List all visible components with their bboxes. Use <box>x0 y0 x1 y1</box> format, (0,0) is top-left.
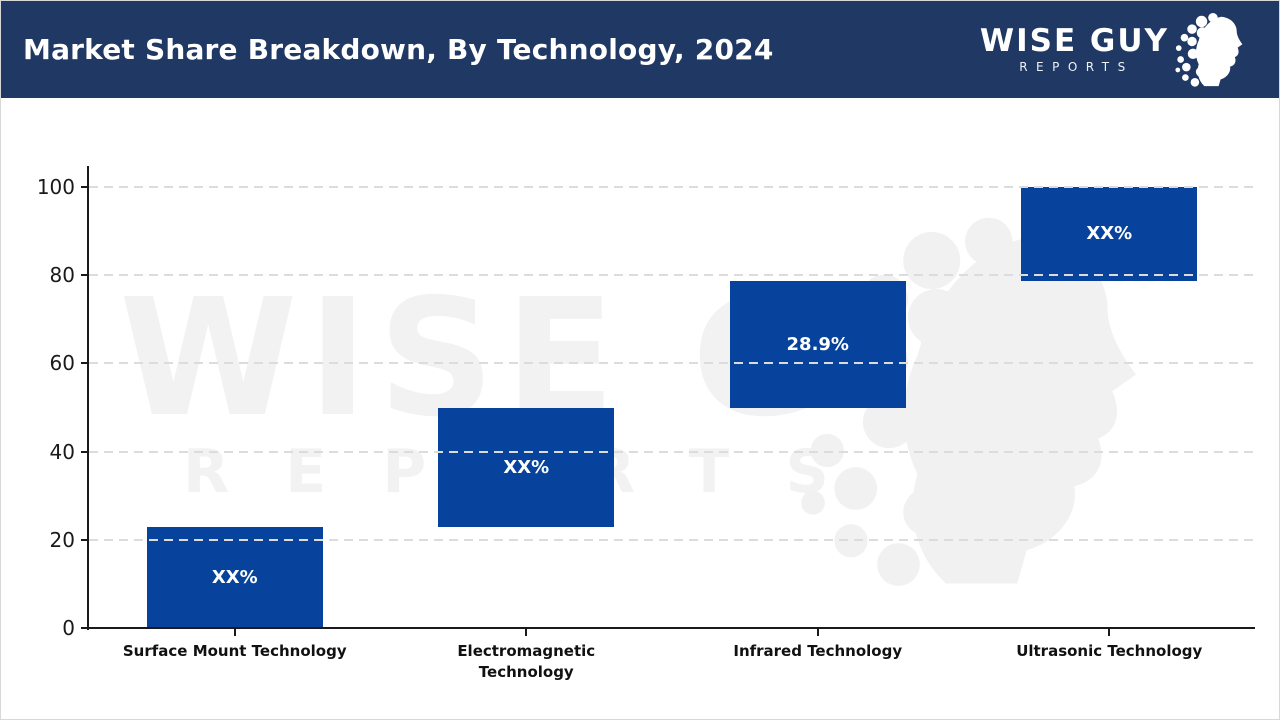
ytick-mark-100 <box>81 186 89 188</box>
ytick-label-40: 40 <box>49 439 75 464</box>
category-label-4: Ultrasonic Technology <box>1016 642 1203 660</box>
ytick-mark-0 <box>81 627 89 629</box>
category-label-3: Infrared Technology <box>733 642 903 660</box>
bar-value-label: XX% <box>1086 222 1133 244</box>
xtick-mark-2 <box>525 629 528 636</box>
ytick-label-100: 100 <box>36 175 75 199</box>
chart-title: Market Share Breakdown, By Technology, 2… <box>23 33 774 66</box>
bar-value-label: 28.9% <box>786 333 849 355</box>
wiseguy-logo: WISE GUY REPORTS <box>980 12 1255 88</box>
bar-4 <box>1021 187 1198 281</box>
ytick-mark-20 <box>81 538 89 541</box>
ytick-mark-60 <box>81 362 89 365</box>
ytick-label-60: 60 <box>49 351 75 376</box>
category-label-1: Surface Mount Technology <box>122 642 347 660</box>
gridline-80 <box>89 274 1255 277</box>
ytick-mark-40 <box>81 450 89 453</box>
y-axis-spine <box>87 166 89 630</box>
gridline-60 <box>89 362 1255 365</box>
bar-1 <box>146 527 323 628</box>
bar-3 <box>729 280 906 409</box>
ytick-mark-80 <box>81 274 89 277</box>
bar-value-label: XX% <box>211 566 258 588</box>
xtick-mark-1 <box>233 629 236 636</box>
bar-2 <box>438 408 615 527</box>
bar-value-label: XX% <box>503 456 550 478</box>
gridline-20 <box>89 538 1255 541</box>
logo-wordmark: WISE GUY <box>979 23 1169 59</box>
ytick-label-80: 80 <box>49 263 75 288</box>
gridline-40 <box>89 450 1255 453</box>
logo-text: WISE GUY REPORTS <box>980 25 1169 74</box>
logo-subtext: REPORTS <box>1019 60 1134 74</box>
ytick-label-20: 20 <box>49 527 75 552</box>
gridline-100 <box>89 186 1255 188</box>
category-label-2: Electromagnetic Technology <box>457 642 596 681</box>
ytick-label-0: 0 <box>62 616 75 640</box>
xtick-mark-3 <box>816 629 819 636</box>
x-axis-spine <box>87 627 1255 629</box>
header-bar: Market Share Breakdown, By Technology, 2… <box>1 1 1279 98</box>
xtick-mark-4 <box>1108 629 1111 636</box>
